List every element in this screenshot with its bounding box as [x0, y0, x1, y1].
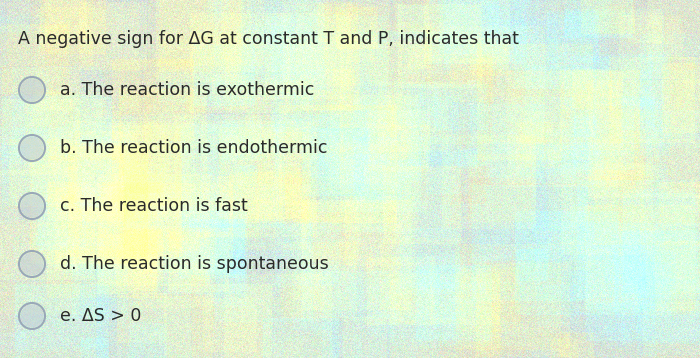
Circle shape	[20, 252, 43, 276]
Text: A negative sign for ΔG at constant T and P, indicates that: A negative sign for ΔG at constant T and…	[18, 30, 519, 48]
Circle shape	[20, 136, 43, 160]
Text: e. ΔS > 0: e. ΔS > 0	[60, 307, 141, 325]
Text: a. The reaction is exothermic: a. The reaction is exothermic	[60, 81, 314, 99]
Circle shape	[20, 305, 43, 328]
Text: d. The reaction is spontaneous: d. The reaction is spontaneous	[60, 255, 329, 273]
Circle shape	[20, 194, 43, 218]
Text: b. The reaction is endothermic: b. The reaction is endothermic	[60, 139, 328, 157]
Text: c. The reaction is fast: c. The reaction is fast	[60, 197, 248, 215]
Circle shape	[20, 78, 43, 102]
